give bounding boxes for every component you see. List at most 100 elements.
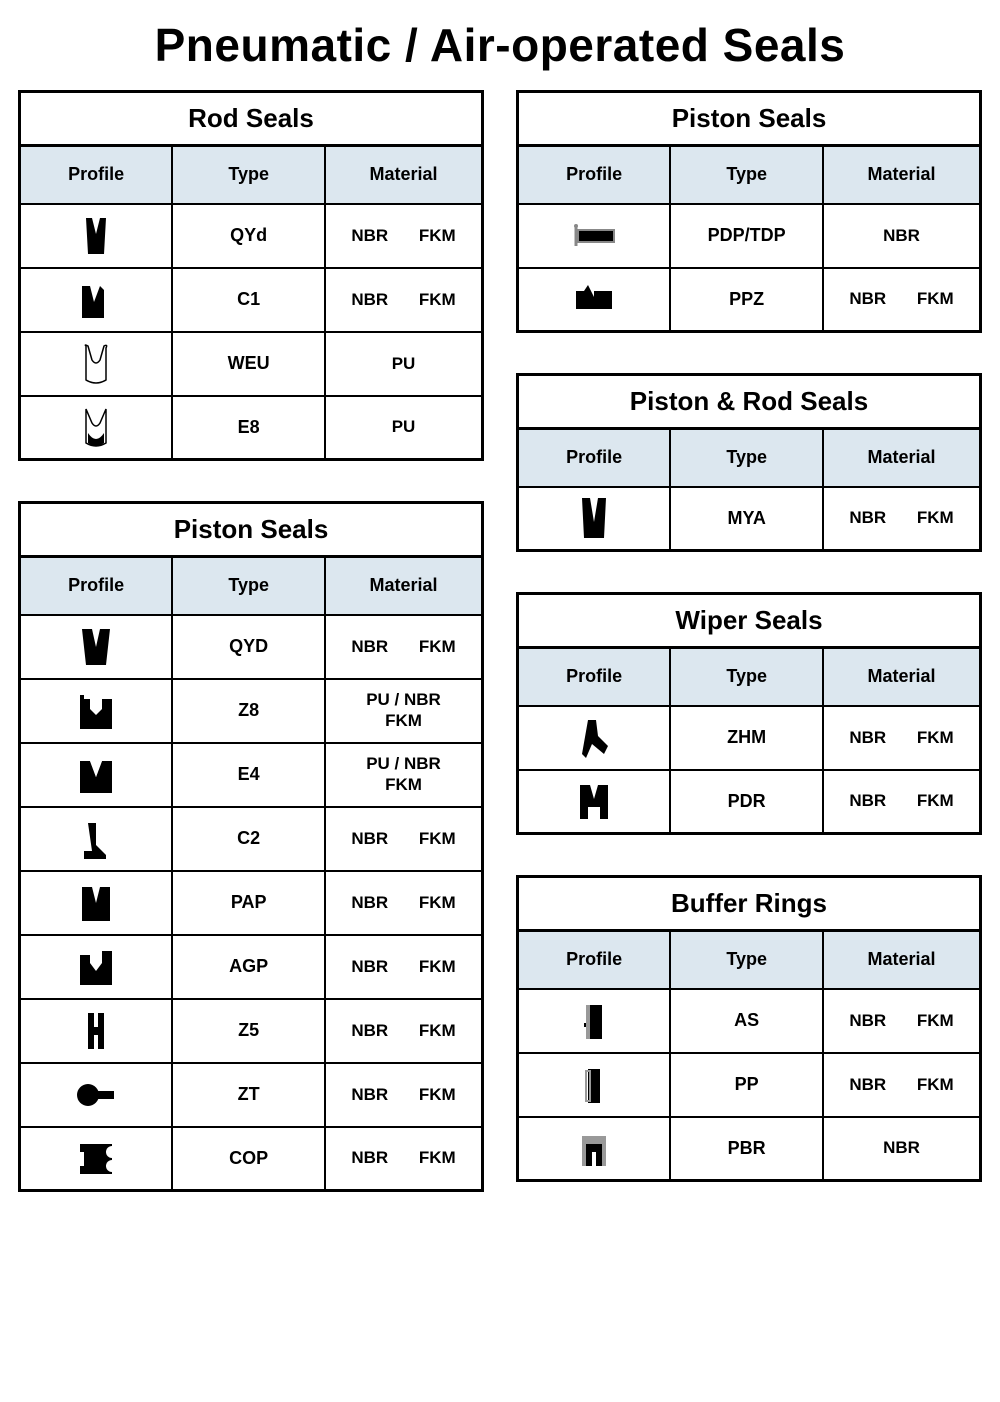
column-header: Type [670, 648, 823, 706]
column-header: Type [670, 146, 823, 204]
profile-icon [20, 1127, 173, 1191]
piston-rod-seals-table-wrap: Piston & Rod SealsProfileTypeMaterialMYA… [516, 373, 982, 552]
table-row: AGPNBRFKM [20, 935, 483, 999]
table-row: QYDNBRFKM [20, 615, 483, 679]
table-row: PDRNBRFKM [518, 770, 981, 834]
material-cell: NBRFKM [823, 989, 980, 1053]
profile-icon [518, 770, 671, 834]
type-cell: Z5 [172, 999, 325, 1063]
type-cell: C2 [172, 807, 325, 871]
profile-icon [20, 743, 173, 807]
right-column: Piston SealsProfileTypeMaterialPDP/TDPNB… [516, 90, 982, 1192]
piston_seals_right-table: Piston SealsProfileTypeMaterialPDP/TDPNB… [516, 90, 982, 333]
material-cell: PU / NBRFKM [325, 679, 482, 743]
column-header: Type [670, 931, 823, 989]
material-cell: NBRFKM [823, 487, 980, 551]
column-header: Profile [20, 146, 173, 204]
profile-icon [20, 268, 173, 332]
type-cell: E4 [172, 743, 325, 807]
column-header: Profile [518, 931, 671, 989]
table-row: PPZNBRFKM [518, 268, 981, 332]
table-title: Wiper Seals [516, 592, 982, 646]
profile-icon [20, 807, 173, 871]
type-cell: ZT [172, 1063, 325, 1127]
material-cell: NBRFKM [823, 1053, 980, 1117]
column-header: Material [325, 557, 482, 615]
type-cell: WEU [172, 332, 325, 396]
column-header: Profile [518, 648, 671, 706]
buffer_rings-table: Buffer RingsProfileTypeMaterialASNBRFKMP… [516, 875, 982, 1182]
type-cell: PPZ [670, 268, 823, 332]
table-row: PDP/TDPNBR [518, 204, 981, 268]
type-cell: QYD [172, 615, 325, 679]
material-cell: PU / NBRFKM [325, 743, 482, 807]
piston_seals_left-table: Piston SealsProfileTypeMaterialQYDNBRFKM… [18, 501, 484, 1192]
profile-icon [518, 989, 671, 1053]
table-row: C2NBRFKM [20, 807, 483, 871]
table-title: Piston & Rod Seals [516, 373, 982, 427]
material-cell: NBRFKM [325, 204, 482, 268]
material-cell: NBRFKM [325, 615, 482, 679]
material-cell: NBRFKM [325, 1063, 482, 1127]
column-header: Material [823, 146, 980, 204]
profile-icon [20, 204, 173, 268]
column-header: Type [172, 146, 325, 204]
profile-icon [20, 935, 173, 999]
material-cell: NBR [823, 204, 980, 268]
type-cell: MYA [670, 487, 823, 551]
left-column: Rod SealsProfileTypeMaterialQYdNBRFKMC1N… [18, 90, 484, 1192]
wiper_seals-table: Wiper SealsProfileTypeMaterialZHMNBRFKMP… [516, 592, 982, 835]
material-cell: NBRFKM [823, 770, 980, 834]
material-cell: NBRFKM [325, 871, 482, 935]
table-row: COPNBRFKM [20, 1127, 483, 1191]
table-row: C1NBRFKM [20, 268, 483, 332]
column-header: Profile [518, 429, 671, 487]
column-header: Material [823, 931, 980, 989]
rod-seals-table-wrap: Rod SealsProfileTypeMaterialQYdNBRFKMC1N… [18, 90, 484, 461]
type-cell: AGP [172, 935, 325, 999]
table-title: Piston Seals [18, 501, 484, 555]
material-cell: NBRFKM [325, 999, 482, 1063]
type-cell: PBR [670, 1117, 823, 1181]
material-cell: PU [325, 332, 482, 396]
type-cell: AS [670, 989, 823, 1053]
profile-icon [518, 204, 671, 268]
column-header: Type [172, 557, 325, 615]
material-cell: NBRFKM [325, 935, 482, 999]
wiper-seals-table-wrap: Wiper SealsProfileTypeMaterialZHMNBRFKMP… [516, 592, 982, 835]
piston-seals-left-table-wrap: Piston SealsProfileTypeMaterialQYDNBRFKM… [18, 501, 484, 1192]
material-cell: PU [325, 396, 482, 460]
table-title: Buffer Rings [516, 875, 982, 929]
type-cell: PDP/TDP [670, 204, 823, 268]
piston-seals-right-table-wrap: Piston SealsProfileTypeMaterialPDP/TDPNB… [516, 90, 982, 333]
type-cell: C1 [172, 268, 325, 332]
profile-icon [518, 1053, 671, 1117]
rod_seals-table: Rod SealsProfileTypeMaterialQYdNBRFKMC1N… [18, 90, 484, 461]
profile-icon [518, 487, 671, 551]
table-row: PBRNBR [518, 1117, 981, 1181]
column-header: Profile [20, 557, 173, 615]
type-cell: ZHM [670, 706, 823, 770]
material-cell: NBRFKM [823, 268, 980, 332]
type-cell: PP [670, 1053, 823, 1117]
profile-icon [20, 332, 173, 396]
table-row: Z8PU / NBRFKM [20, 679, 483, 743]
profile-icon [20, 396, 173, 460]
table-row: Z5NBRFKM [20, 999, 483, 1063]
profile-icon [20, 679, 173, 743]
table-row: MYANBRFKM [518, 487, 981, 551]
table-title: Rod Seals [18, 90, 484, 144]
table-row: E8PU [20, 396, 483, 460]
piston_rod_seals-table: Piston & Rod SealsProfileTypeMaterialMYA… [516, 373, 982, 552]
profile-icon [20, 615, 173, 679]
column-header: Type [670, 429, 823, 487]
column-header: Material [325, 146, 482, 204]
profile-icon [20, 871, 173, 935]
table-row: PPNBRFKM [518, 1053, 981, 1117]
material-cell: NBR [823, 1117, 980, 1181]
type-cell: PAP [172, 871, 325, 935]
table-row: ZTNBRFKM [20, 1063, 483, 1127]
table-row: ASNBRFKM [518, 989, 981, 1053]
buffer-rings-table-wrap: Buffer RingsProfileTypeMaterialASNBRFKMP… [516, 875, 982, 1182]
material-cell: NBRFKM [823, 706, 980, 770]
